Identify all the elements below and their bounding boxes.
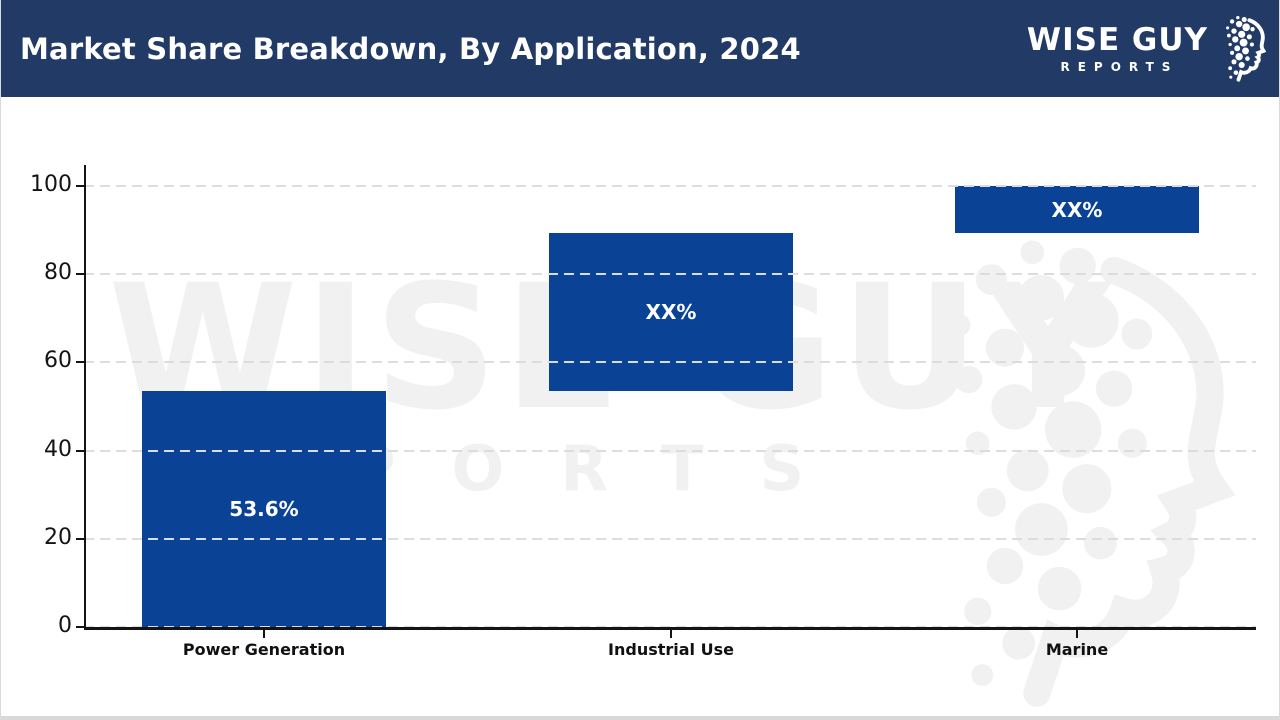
x-tick-mark bbox=[263, 630, 265, 638]
y-tick-mark bbox=[76, 449, 84, 452]
brand-logo: WISE GUY REPORTS bbox=[1027, 12, 1266, 86]
bar-value-label: XX% bbox=[645, 299, 697, 324]
logo-subtext: REPORTS bbox=[1060, 59, 1179, 74]
y-tick-label: 60 bbox=[44, 348, 72, 374]
bar-power-generation: 53.6% bbox=[142, 390, 386, 627]
y-axis-line bbox=[84, 165, 86, 629]
bar-industrial-use: XX% bbox=[549, 233, 793, 391]
y-tick-mark bbox=[76, 273, 84, 276]
y-tick-label: 40 bbox=[44, 436, 72, 462]
y-tick-label: 100 bbox=[30, 172, 72, 197]
bar-value-label: 53.6% bbox=[229, 496, 299, 521]
logo-wordmark: WISE GUY bbox=[1026, 21, 1208, 58]
x-category-label: Industrial Use bbox=[608, 640, 734, 659]
header-bar: Market Share Breakdown, By Application, … bbox=[0, 0, 1280, 97]
y-tick-mark bbox=[76, 361, 84, 364]
page-title: Market Share Breakdown, By Application, … bbox=[20, 31, 801, 66]
bar-marine: XX% bbox=[955, 186, 1199, 234]
y-tick-mark bbox=[76, 185, 84, 187]
y-tick-label: 0 bbox=[58, 613, 72, 638]
y-tick-mark bbox=[76, 537, 84, 540]
y-tick-mark bbox=[76, 626, 84, 628]
x-tick-mark bbox=[1076, 630, 1078, 638]
bar-value-label: XX% bbox=[1051, 197, 1103, 222]
y-tick-label: 20 bbox=[44, 524, 72, 550]
x-category-label: Marine bbox=[1045, 640, 1109, 659]
y-tick-label: 80 bbox=[44, 260, 72, 286]
x-axis-line bbox=[84, 627, 1256, 630]
x-category-label: Power Generation bbox=[182, 640, 346, 659]
x-tick-mark bbox=[670, 630, 672, 638]
logo-face-icon bbox=[1224, 13, 1266, 82]
